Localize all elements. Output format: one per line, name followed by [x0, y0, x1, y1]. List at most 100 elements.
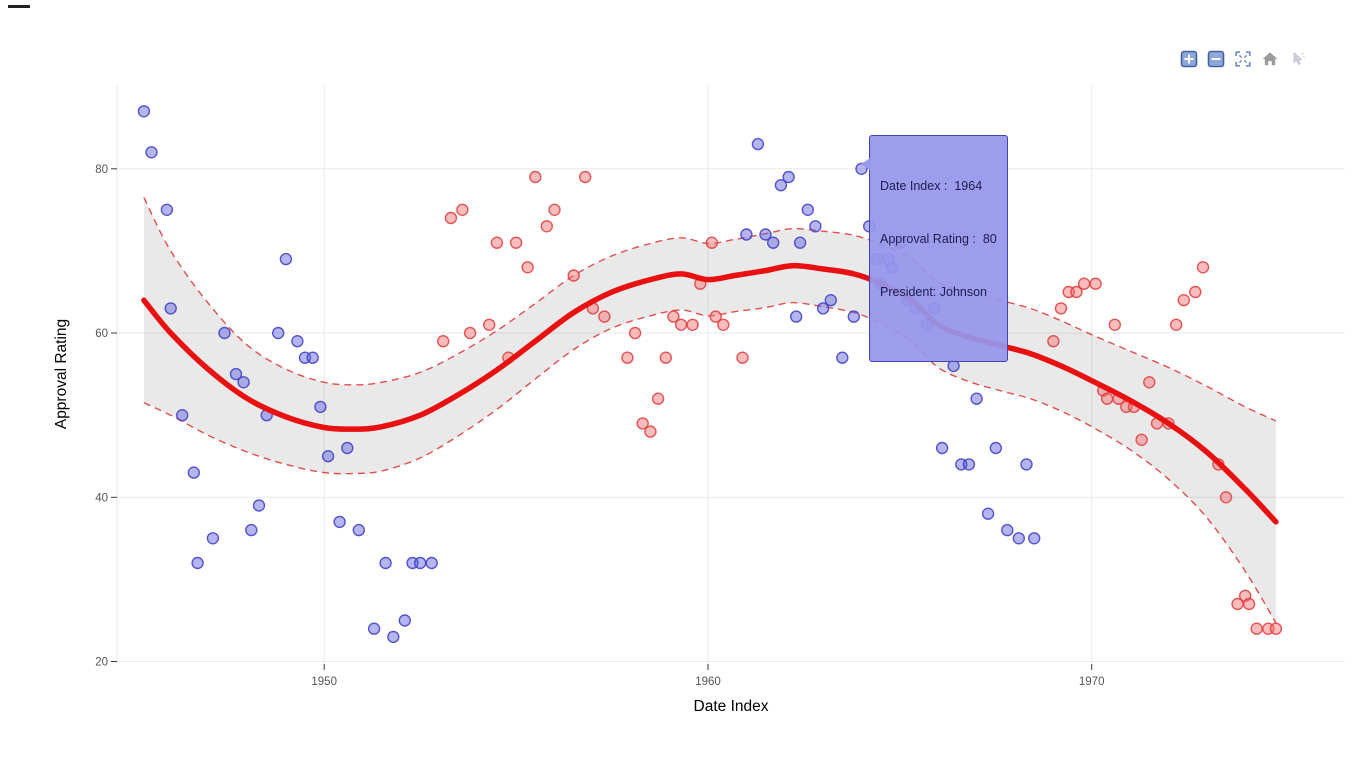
blue-data-point[interactable]: [306, 351, 319, 364]
red-data-point[interactable]: [1135, 433, 1148, 446]
zoom-in-icon[interactable]: [1180, 50, 1198, 68]
blue-data-point[interactable]: [279, 252, 293, 266]
red-data-point[interactable]: [628, 326, 642, 340]
red-data-point[interactable]: [598, 310, 611, 323]
blue-data-point[interactable]: [175, 409, 189, 422]
blue-data-point[interactable]: [333, 515, 346, 529]
blue-data-point[interactable]: [1012, 532, 1025, 545]
blue-data-point[interactable]: [187, 466, 201, 479]
blue-data-point[interactable]: [824, 294, 837, 307]
red-data-point[interactable]: [686, 318, 699, 331]
red-data-point[interactable]: [1219, 491, 1233, 504]
blue-data-point[interactable]: [314, 400, 327, 414]
blue-data-point[interactable]: [751, 137, 765, 151]
red-data-point[interactable]: [490, 236, 504, 249]
blue-data-point[interactable]: [793, 236, 807, 249]
red-data-point[interactable]: [644, 425, 657, 438]
blue-data-point[interactable]: [367, 622, 381, 635]
blue-data-point[interactable]: [414, 556, 427, 570]
red-data-point[interactable]: [667, 310, 680, 323]
blue-data-point[interactable]: [191, 556, 204, 570]
home-reset-icon[interactable]: [1261, 50, 1279, 68]
red-data-point[interactable]: [1196, 261, 1210, 274]
blue-data-point[interactable]: [836, 351, 849, 364]
blue-data-point[interactable]: [245, 523, 258, 537]
blue-data-point[interactable]: [352, 523, 365, 537]
blue-data-point[interactable]: [847, 310, 860, 323]
red-data-point[interactable]: [540, 220, 553, 233]
blue-data-point[interactable]: [379, 556, 392, 570]
red-data-point[interactable]: [1077, 277, 1091, 290]
blue-data-point[interactable]: [145, 146, 158, 159]
blue-data-point[interactable]: [782, 170, 795, 184]
red-data-point[interactable]: [1143, 376, 1156, 389]
red-data-point[interactable]: [621, 351, 634, 364]
red-data-point[interactable]: [567, 269, 580, 282]
red-data-point[interactable]: [1108, 318, 1122, 331]
blue-data-point[interactable]: [981, 507, 995, 520]
red-data-point[interactable]: [529, 170, 542, 184]
blue-data-point[interactable]: [252, 499, 266, 512]
red-data-point[interactable]: [509, 236, 523, 249]
red-data-point[interactable]: [636, 417, 649, 430]
red-data-point[interactable]: [1242, 597, 1256, 611]
blue-data-point[interactable]: [970, 392, 983, 405]
red-data-point[interactable]: [736, 351, 749, 364]
red-data-point[interactable]: [444, 211, 458, 225]
blue-data-point[interactable]: [272, 326, 285, 340]
blue-data-point[interactable]: [767, 236, 780, 249]
red-data-point[interactable]: [1177, 294, 1191, 307]
hover-tool-icon[interactable]: [1288, 50, 1306, 68]
blue-data-point[interactable]: [947, 359, 960, 373]
red-data-point[interactable]: [521, 261, 534, 274]
blue-data-point[interactable]: [321, 450, 335, 463]
red-data-point[interactable]: [1054, 302, 1068, 315]
blue-data-point[interactable]: [291, 335, 304, 348]
blue-data-point[interactable]: [774, 178, 788, 192]
blue-data-point[interactable]: [759, 228, 772, 241]
blue-data-point[interactable]: [206, 532, 220, 545]
red-data-point[interactable]: [456, 203, 469, 217]
blue-data-point[interactable]: [137, 105, 151, 118]
blue-data-point[interactable]: [218, 326, 231, 340]
red-data-point[interactable]: [1269, 622, 1283, 635]
red-data-point[interactable]: [1100, 392, 1114, 405]
red-data-point[interactable]: [705, 236, 718, 249]
red-data-point[interactable]: [1089, 277, 1102, 290]
blue-data-point[interactable]: [935, 441, 949, 455]
red-data-point[interactable]: [548, 203, 561, 217]
blue-data-point[interactable]: [387, 630, 400, 644]
blue-data-point[interactable]: [989, 441, 1002, 455]
blue-data-point[interactable]: [962, 458, 976, 471]
blue-data-point[interactable]: [1001, 523, 1014, 537]
red-data-point[interactable]: [651, 392, 665, 405]
red-data-point[interactable]: [1169, 318, 1183, 331]
blue-data-point[interactable]: [809, 220, 822, 233]
blue-data-point[interactable]: [1020, 458, 1033, 471]
red-data-point[interactable]: [1250, 622, 1263, 635]
blue-data-point[interactable]: [790, 310, 803, 323]
blue-data-point[interactable]: [164, 302, 177, 315]
red-data-point[interactable]: [579, 170, 592, 184]
blue-data-point[interactable]: [160, 203, 174, 217]
box-zoom-icon[interactable]: [1234, 50, 1252, 68]
red-data-point[interactable]: [1047, 335, 1060, 348]
zoom-out-icon[interactable]: [1207, 50, 1225, 68]
red-data-point[interactable]: [1189, 285, 1202, 299]
red-data-point[interactable]: [717, 318, 730, 331]
blue-data-point[interactable]: [398, 614, 411, 627]
red-data-point[interactable]: [709, 310, 722, 323]
blue-data-point[interactable]: [816, 302, 830, 315]
red-data-point[interactable]: [674, 318, 688, 331]
red-data-point[interactable]: [437, 335, 450, 348]
blue-data-point[interactable]: [801, 203, 814, 217]
blue-data-point[interactable]: [740, 228, 753, 241]
red-data-point[interactable]: [483, 318, 496, 331]
blue-data-point[interactable]: [425, 556, 438, 570]
blue-data-point[interactable]: [1027, 532, 1041, 545]
red-data-point[interactable]: [659, 351, 672, 364]
blue-data-point[interactable]: [341, 441, 354, 455]
red-data-point[interactable]: [463, 326, 477, 340]
blue-data-point[interactable]: [237, 376, 250, 389]
